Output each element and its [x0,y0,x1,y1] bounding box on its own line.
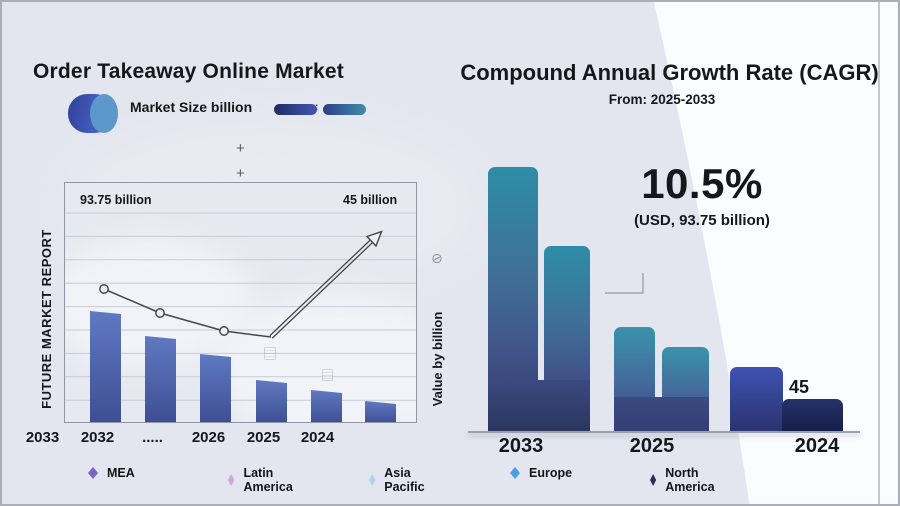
legend-item-mea: MEA [88,466,135,480]
legend-item-asia-pacific: Asia Pacific [369,466,428,494]
cagr-bar-2024-1 [730,367,783,432]
x-label-2025: 2025 [629,435,675,457]
market-size-chart [64,182,417,423]
legend-label: Latin America [243,466,293,494]
trend-line [99,230,383,339]
x-label-2032: 2032 [80,429,115,446]
end-value-label: 45 billion [343,193,398,207]
x-label-2024: 2024 [794,435,840,457]
ratio-separator: : [315,102,319,113]
bar-2025 [311,390,342,422]
bar-value-label: 45 [788,377,810,397]
bar-2032 [145,336,176,422]
legend-diamond-icon [650,474,657,486]
document-watermark-icon [322,369,333,381]
plus-mark: + [236,140,245,157]
cagr-bar-base-2025 [614,397,709,432]
legend-item-europe: Europe [510,466,572,480]
cagr-bar-base-2033 [488,380,590,432]
legend-item-north-america: North America [650,466,718,494]
cylinder-cap [90,94,118,133]
legend-label: MEA [107,466,135,480]
bars [90,311,396,422]
cagr-bar-2024-2 [782,399,843,432]
legend-item-latin-america: Latin America [228,466,296,494]
legend-label: North America [665,466,715,494]
left-chart-x-axis: 2033 2032..... 2026 2025 2024 [2,429,898,449]
market-size-chart-plot [65,212,416,422]
start-value-label: 93.75 billion [80,193,152,207]
x-label-2026: 2026 [191,429,226,446]
bar-2026 [256,380,287,422]
x-label-2024: 2024 [300,429,335,446]
x-label-2025: 2025 [246,429,281,446]
cylinder-icon [68,94,118,133]
legend-diamond-icon [228,474,235,486]
right-chart-axis-line [468,431,860,433]
x-label-.....: ..... [142,429,163,446]
cagr-title: Compound Annual Growth Rate (CAGR) [460,60,879,85]
ratio-pill-right [323,104,366,115]
cagr-value: 10.5% [641,160,763,207]
legend-label: Asia Pacific [384,466,425,494]
legend-diamond-icon [88,467,98,479]
document-watermark-icon [264,347,276,360]
cagr-subtitle: From: 2025-2033 [608,92,716,107]
x-label-2033: 2033 [498,435,544,457]
ratio-pill-left [274,104,317,115]
bar-..... [200,354,231,422]
bar-2024 [365,401,396,422]
bar-2033 [90,311,121,422]
cagr-note: (USD, 93.75 billion) [634,212,770,229]
market-size-label: Market Size billion [130,99,253,115]
legend-diamond-icon [510,467,520,479]
legend-label: Europe [529,466,573,480]
slide-edge-line [878,2,880,504]
plus-mark: + [236,165,245,182]
legend-diamond-icon [369,474,376,486]
page-title: Order Takeaway Online Market [33,60,345,83]
x-label-2033: 2033 [25,429,60,446]
gridlines [65,212,416,401]
